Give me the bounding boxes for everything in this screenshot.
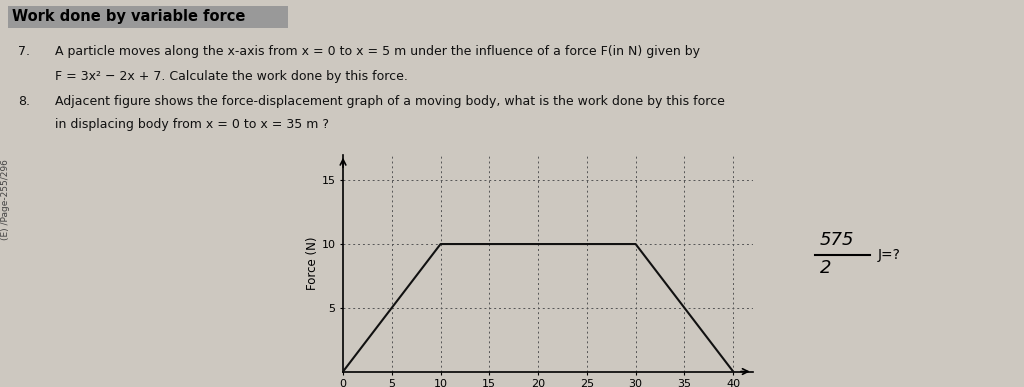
Text: 8.: 8. xyxy=(18,95,30,108)
Y-axis label: Force (N): Force (N) xyxy=(305,236,318,290)
Text: 7.: 7. xyxy=(18,45,30,58)
Text: Adjacent figure shows the force-displacement graph of a moving body, what is the: Adjacent figure shows the force-displace… xyxy=(55,95,725,108)
Text: 2: 2 xyxy=(820,259,831,277)
Text: 575: 575 xyxy=(820,231,854,249)
Text: (E) /Page-255/296: (E) /Page-255/296 xyxy=(1,159,10,240)
FancyBboxPatch shape xyxy=(8,6,288,28)
Text: Work done by variable force: Work done by variable force xyxy=(12,10,246,24)
Text: F = 3x² − 2x + 7. Calculate the work done by this force.: F = 3x² − 2x + 7. Calculate the work don… xyxy=(55,70,408,83)
Text: in displacing body from x = 0 to x = 35 m ?: in displacing body from x = 0 to x = 35 … xyxy=(55,118,329,131)
Text: A particle moves along the x-axis from x = 0 to x = 5 m under the influence of a: A particle moves along the x-axis from x… xyxy=(55,45,700,58)
Text: J=?: J=? xyxy=(878,248,901,262)
